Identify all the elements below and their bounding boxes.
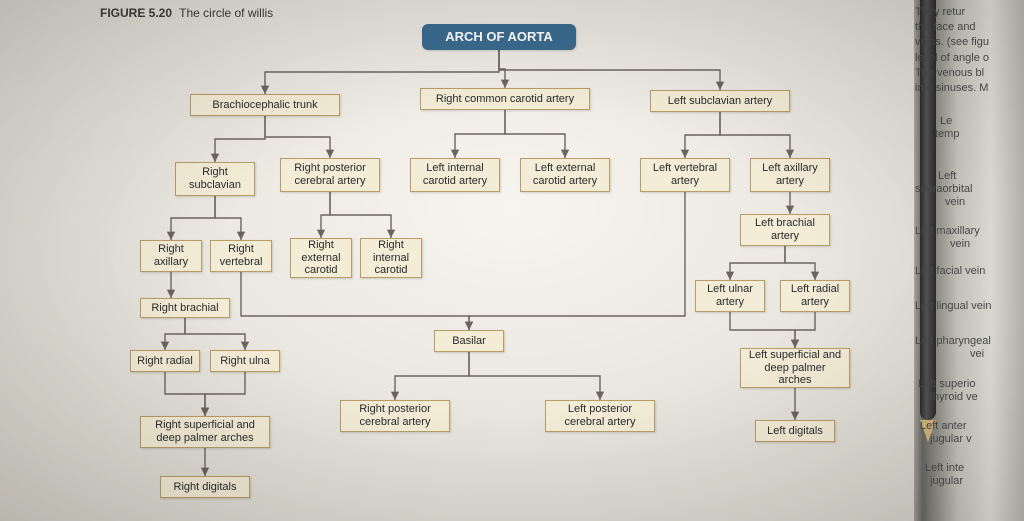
node-rbra: Right brachial: [140, 298, 230, 318]
node-rvert: Right vertebral: [210, 240, 272, 272]
node-rsdp: Right superficial and deep palmer arches: [140, 416, 270, 448]
node-lba: Left brachial artery: [740, 214, 830, 246]
margin-fragment: Left pharyngeal: [915, 335, 991, 347]
node-laxa: Left axillary artery: [750, 158, 830, 192]
margin-fragment: vein: [950, 238, 970, 250]
margin-fragment: supraorbital: [915, 183, 972, 195]
node-lsa: Left subclavian artery: [650, 90, 790, 112]
node-leca: Left external carotid artery: [520, 158, 610, 192]
margin-fragment: Left lingual vein: [915, 300, 991, 312]
node-rcca: Right common carotid artery: [420, 88, 590, 110]
margin-fragment: level of angle o: [915, 52, 989, 64]
node-rrad: Right radial: [130, 350, 200, 372]
node-bct: Brachiocephalic trunk: [190, 94, 340, 116]
node-ldig: Left digitals: [755, 420, 835, 442]
node-rpca: Right posterior cerebral artery: [280, 158, 380, 192]
node-lul: Left ulnar artery: [695, 280, 765, 312]
margin-fragment: jugular: [930, 475, 963, 487]
node-rax: Right axillary: [140, 240, 202, 272]
node-bas: Basilar: [434, 330, 504, 352]
margin-fragment: vei: [970, 348, 984, 360]
margin-fragment: thyroid ve: [930, 391, 978, 403]
node-root: ARCH OF AORTA: [422, 24, 576, 50]
figure-title: The circle of willis: [179, 6, 273, 20]
node-lsdp: Left superficial and deep palmer arches: [740, 348, 850, 388]
margin-fragment: Left maxillary: [915, 225, 980, 237]
node-rpcb: Right posterior cerebral artery: [340, 400, 450, 432]
margin-fragment: Le: [940, 115, 952, 127]
margin-fragment: The venous bl: [915, 67, 984, 79]
margin-fragment: Left: [938, 170, 956, 182]
node-ruln: Right ulna: [210, 350, 280, 372]
margin-fragment: Left superio: [918, 378, 975, 390]
margin-fragment: They retur: [915, 6, 965, 18]
node-lrad: Left radial artery: [780, 280, 850, 312]
node-rdig: Right digitals: [160, 476, 250, 498]
margin-fragment: Left inte: [925, 462, 964, 474]
node-lica: Left internal carotid artery: [410, 158, 500, 192]
node-lpcb: Left posterior cerebral artery: [545, 400, 655, 432]
margin-fragment: veins. (see figu: [915, 36, 989, 48]
margin-fragment: the face and: [915, 21, 976, 33]
node-lva: Left vertebral artery: [640, 158, 730, 192]
margin-fragment: into sinuses. M: [915, 82, 988, 94]
page: FIGURE 5.20 The circle of willis ARCH OF…: [0, 0, 1024, 521]
figure-caption: FIGURE 5.20 The circle of willis: [100, 6, 273, 20]
margin-fragment: temp: [935, 128, 959, 140]
node-ric: Right internal carotid: [360, 238, 422, 278]
margin-fragment: jugular v: [930, 433, 972, 445]
margin-fragment: Left anter: [920, 420, 966, 432]
node-rsub: Right subclavian: [175, 162, 255, 196]
margin-fragment: Left facial vein: [915, 265, 985, 277]
node-rec: Right external carotid: [290, 238, 352, 278]
margin-fragment: vein: [945, 196, 965, 208]
figure-number: FIGURE 5.20: [100, 6, 172, 20]
